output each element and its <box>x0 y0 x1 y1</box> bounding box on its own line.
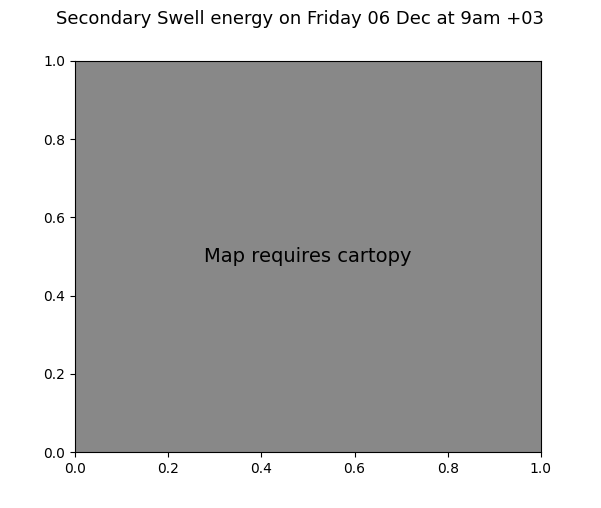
Text: Map requires cartopy: Map requires cartopy <box>204 247 412 266</box>
Text: Secondary Swell energy on Friday 06 Dec at 9am +03: Secondary Swell energy on Friday 06 Dec … <box>56 10 545 28</box>
